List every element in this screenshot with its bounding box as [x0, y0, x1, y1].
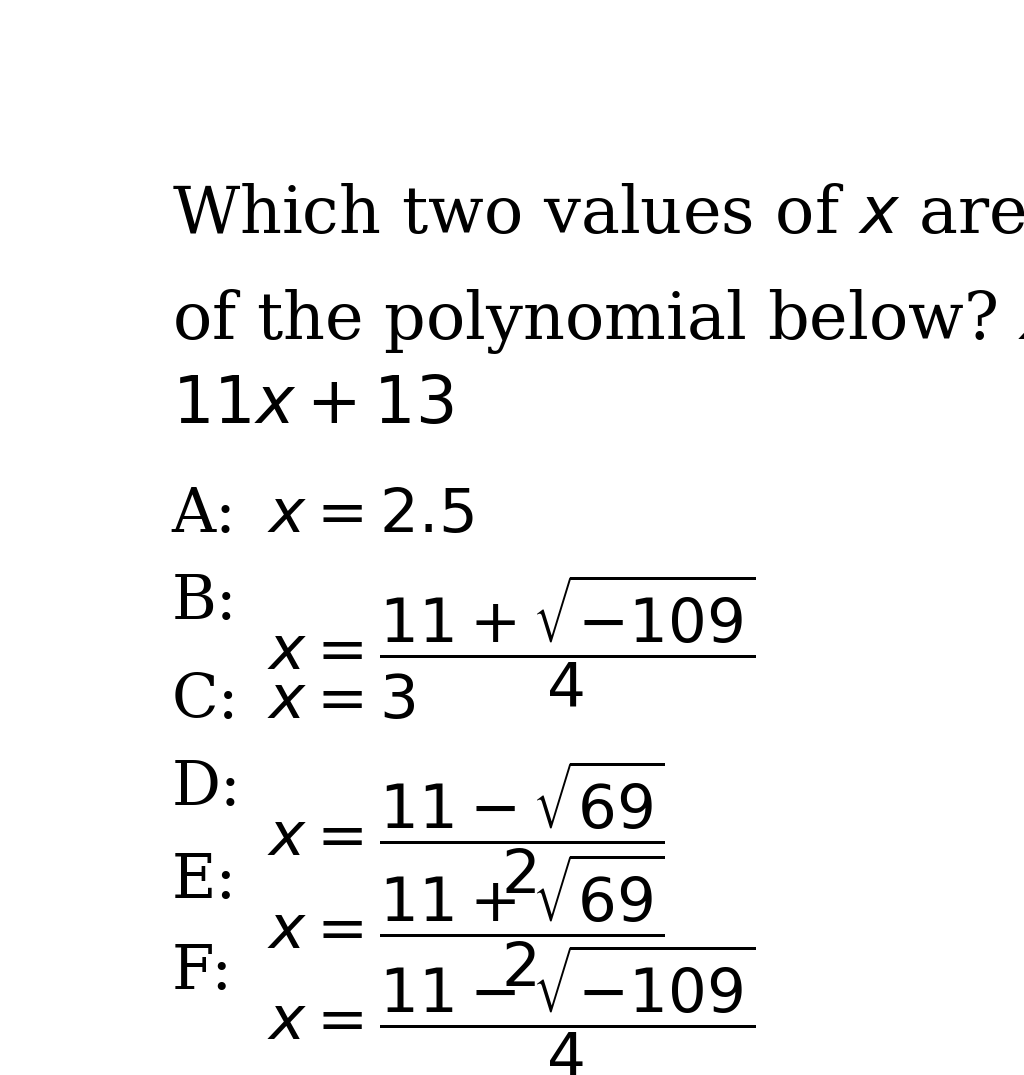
Text: B:: B: [172, 572, 238, 632]
Text: C:: C: [172, 671, 239, 731]
Text: $x = \dfrac{11-\sqrt{69}}{2}$: $x = \dfrac{11-\sqrt{69}}{2}$ [267, 758, 665, 895]
Text: F:: F: [172, 942, 232, 1002]
Text: $x = 2.5$: $x = 2.5$ [267, 485, 473, 545]
Text: E:: E: [172, 850, 237, 911]
Text: A:: A: [172, 485, 237, 545]
Text: $x = \dfrac{11-\sqrt{-109}}{4}$: $x = \dfrac{11-\sqrt{-109}}{4}$ [267, 942, 755, 1075]
Text: $x = \dfrac{11+\sqrt{-109}}{4}$: $x = \dfrac{11+\sqrt{-109}}{4}$ [267, 572, 755, 708]
Text: $x = 3$: $x = 3$ [267, 671, 416, 731]
Text: Which two values of $x$ are roots: Which two values of $x$ are roots [172, 183, 1024, 247]
Text: $11x+13$: $11x+13$ [172, 373, 454, 438]
Text: of the polynomial below? $x^2-$: of the polynomial below? $x^2-$ [172, 278, 1024, 357]
Text: $x = \dfrac{11+\sqrt{69}}{2}$: $x = \dfrac{11+\sqrt{69}}{2}$ [267, 850, 665, 989]
Text: D:: D: [172, 758, 242, 818]
